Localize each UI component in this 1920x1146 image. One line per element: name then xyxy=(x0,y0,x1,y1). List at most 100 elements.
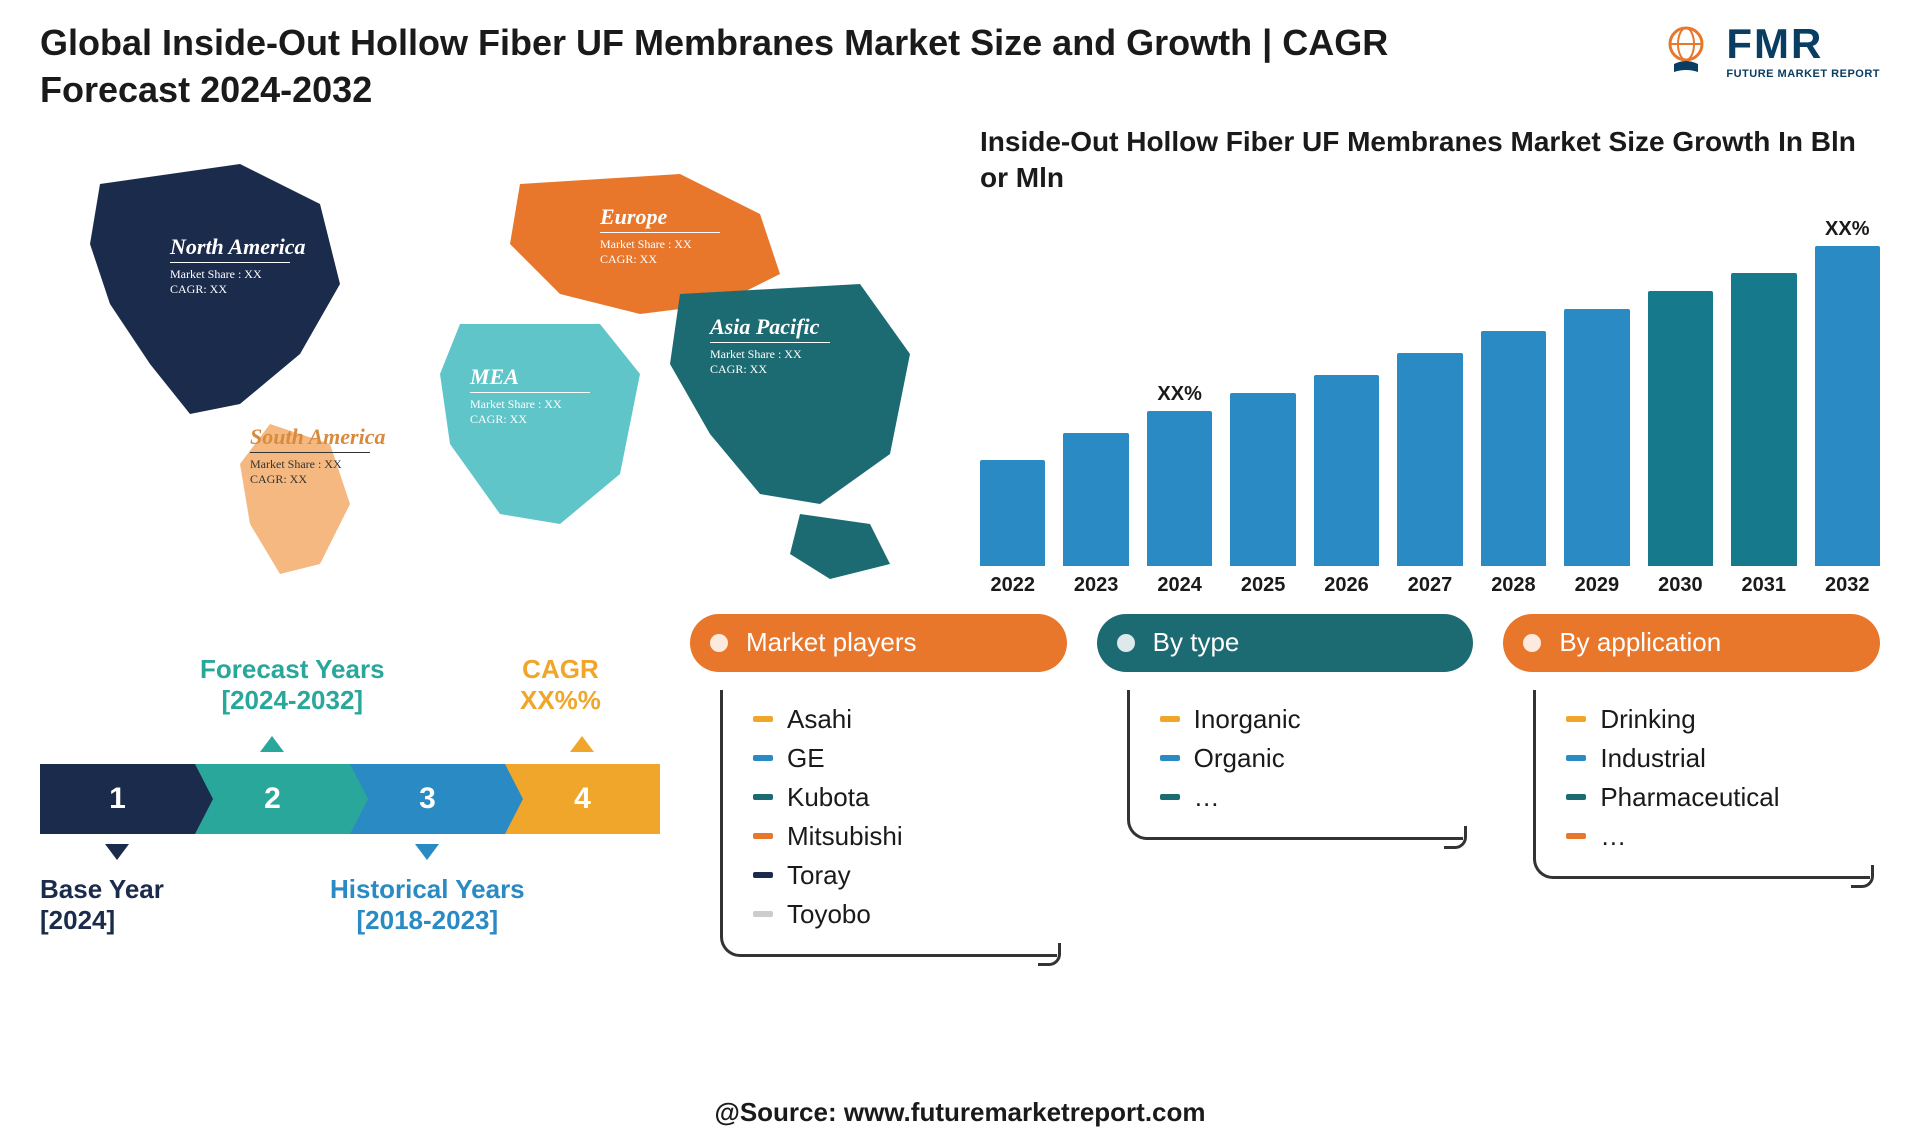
categories: Market players Asahi GE Kubota Mitsubishi Tor… xyxy=(690,614,1880,994)
logo-text: FMR xyxy=(1726,20,1880,68)
bullet-icon xyxy=(1160,794,1180,800)
step-4: 4 xyxy=(505,764,660,834)
bar-year-label: 2024 xyxy=(1157,574,1202,597)
bar-rect xyxy=(1063,433,1128,566)
item-label: Industrial xyxy=(1600,743,1706,774)
arrow-icon xyxy=(570,736,594,752)
region-mea: MEA Market Share : XX CAGR: XX xyxy=(470,364,590,428)
region-south-america: South America Market Share : XX CAGR: XX xyxy=(250,424,386,488)
list-item: Mitsubishi xyxy=(753,817,1057,856)
bullet-icon xyxy=(753,794,773,800)
region-europe: Europe Market Share : XX CAGR: XX xyxy=(600,204,720,268)
bar-year-label: 2026 xyxy=(1324,574,1369,597)
category-panel: By application Drinking Industrial Pharmace… xyxy=(1503,614,1880,994)
item-label: Inorganic xyxy=(1194,704,1301,735)
category-header: By type xyxy=(1097,614,1474,672)
list-item: Inorganic xyxy=(1160,700,1464,739)
item-label: Pharmaceutical xyxy=(1600,782,1779,813)
bar-2022: 2022 xyxy=(980,460,1045,598)
bar-year-label: 2031 xyxy=(1742,574,1787,597)
bullet-icon xyxy=(1566,794,1586,800)
logo: FMR FUTURE MARKET REPORT xyxy=(1656,20,1880,80)
list-item: Toray xyxy=(753,856,1057,895)
item-label: Kubota xyxy=(787,782,869,813)
list-item: Asahi xyxy=(753,700,1057,739)
list-item: Pharmaceutical xyxy=(1566,778,1870,817)
steps-bar: 1234 xyxy=(40,764,660,834)
bar-annotation: XX% xyxy=(1825,218,1869,241)
bar-year-label: 2029 xyxy=(1575,574,1620,597)
bar-2025: 2025 xyxy=(1230,393,1295,597)
cagr-label: CAGRXX%% xyxy=(520,654,601,716)
lower-row: Forecast Years[2024-2032] CAGRXX%% 1234 … xyxy=(40,614,1880,994)
globe-hand-icon xyxy=(1656,20,1716,80)
bar-2026: 2026 xyxy=(1314,375,1379,597)
region-asia-pacific: Asia Pacific Market Share : XX CAGR: XX xyxy=(710,314,830,378)
bar-rect xyxy=(1481,331,1546,567)
list-item: Kubota xyxy=(753,778,1057,817)
category-title: By type xyxy=(1153,627,1240,658)
bar-chart: Inside-Out Hollow Fiber UF Membranes Mar… xyxy=(980,124,1880,584)
bar-2028: 2028 xyxy=(1481,331,1546,598)
bars-container: 20222023XX%20242025202620272028202920302… xyxy=(980,206,1880,597)
bar-rect xyxy=(1648,291,1713,567)
dot-icon xyxy=(1523,634,1541,652)
bar-year-label: 2023 xyxy=(1074,574,1119,597)
bar-2023: 2023 xyxy=(1063,433,1128,597)
category-title: Market players xyxy=(746,627,917,658)
bullet-icon xyxy=(1566,833,1586,839)
item-label: Toyobo xyxy=(787,899,871,930)
item-label: GE xyxy=(787,743,825,774)
item-label: … xyxy=(1194,782,1220,813)
dot-icon xyxy=(710,634,728,652)
item-label: Asahi xyxy=(787,704,852,735)
category-header: Market players xyxy=(690,614,1067,672)
bar-2024: XX%2024 xyxy=(1147,411,1212,598)
bar-2029: 2029 xyxy=(1564,309,1629,598)
bar-rect xyxy=(1230,393,1295,566)
item-label: Toray xyxy=(787,860,851,891)
logo-subtext: FUTURE MARKET REPORT xyxy=(1726,68,1880,80)
arrow-icon xyxy=(415,844,439,860)
list-item: Drinking xyxy=(1566,700,1870,739)
header: Global Inside-Out Hollow Fiber UF Membra… xyxy=(40,20,1880,114)
item-label: Organic xyxy=(1194,743,1285,774)
bar-year-label: 2032 xyxy=(1825,574,1870,597)
list-item: GE xyxy=(753,739,1057,778)
list-item: … xyxy=(1160,778,1464,817)
upper-row: North America Market Share : XX CAGR: XX… xyxy=(40,124,1880,584)
bar-2032: XX%2032 xyxy=(1815,246,1880,597)
item-label: Mitsubishi xyxy=(787,821,903,852)
category-body: Inorganic Organic … xyxy=(1127,690,1464,840)
region-north-america: North America Market Share : XX CAGR: XX xyxy=(170,234,305,298)
list-item: … xyxy=(1566,817,1870,856)
historical-label: Historical Years[2018-2023] xyxy=(330,874,525,936)
bar-year-label: 2028 xyxy=(1491,574,1536,597)
bar-rect xyxy=(1731,273,1796,566)
category-title: By application xyxy=(1559,627,1721,658)
bar-2030: 2030 xyxy=(1648,291,1713,598)
bar-year-label: 2030 xyxy=(1658,574,1703,597)
bullet-icon xyxy=(753,911,773,917)
list-item: Organic xyxy=(1160,739,1464,778)
bar-rect xyxy=(980,460,1045,567)
bar-rect xyxy=(1815,246,1880,566)
bar-year-label: 2022 xyxy=(990,574,1035,597)
bullet-icon xyxy=(753,833,773,839)
bullet-icon xyxy=(753,755,773,761)
arrow-icon xyxy=(260,736,284,752)
bullet-icon xyxy=(1566,716,1586,722)
source-text: @Source: www.futuremarketreport.com xyxy=(714,1097,1205,1128)
bullet-icon xyxy=(1160,755,1180,761)
bar-year-label: 2025 xyxy=(1241,574,1286,597)
dot-icon xyxy=(1117,634,1135,652)
bar-rect xyxy=(1564,309,1629,567)
bar-2027: 2027 xyxy=(1397,353,1462,597)
bar-rect xyxy=(1147,411,1212,567)
page-title: Global Inside-Out Hollow Fiber UF Membra… xyxy=(40,20,1440,114)
category-panel: Market players Asahi GE Kubota Mitsubishi Tor… xyxy=(690,614,1067,994)
world-map: North America Market Share : XX CAGR: XX… xyxy=(40,124,940,584)
forecast-label: Forecast Years[2024-2032] xyxy=(200,654,385,716)
item-label: Drinking xyxy=(1600,704,1695,735)
timeline: Forecast Years[2024-2032] CAGRXX%% 1234 … xyxy=(40,614,660,994)
